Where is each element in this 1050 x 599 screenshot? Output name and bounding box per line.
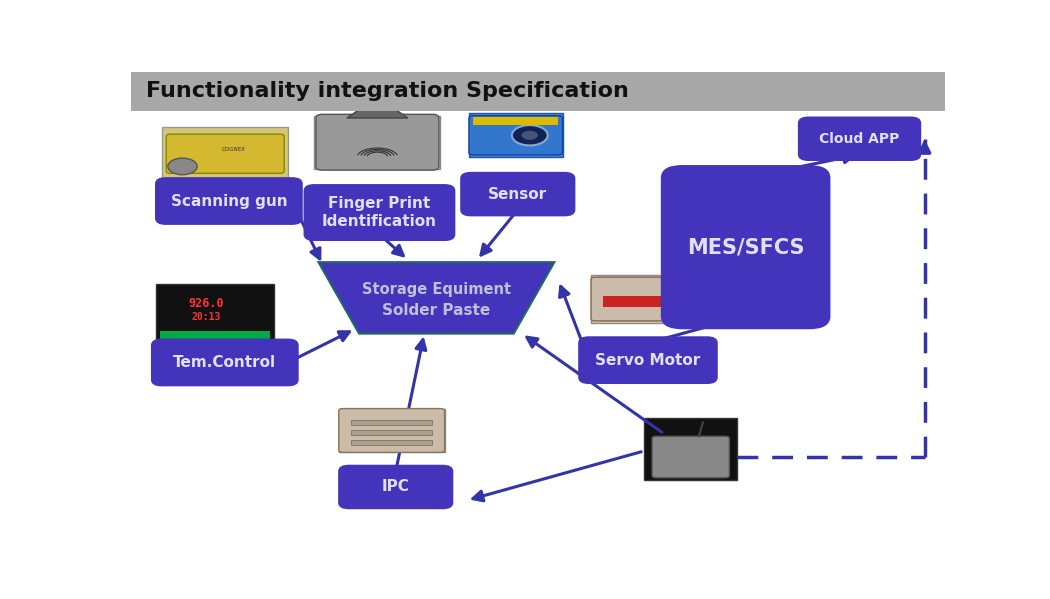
- Text: COGNEX: COGNEX: [222, 147, 246, 152]
- Bar: [314, 116, 441, 169]
- Bar: [472, 117, 559, 125]
- Text: Functionality integration Specification: Functionality integration Specification: [146, 81, 629, 101]
- Text: MES/SFCS: MES/SFCS: [687, 237, 804, 257]
- Bar: [351, 440, 433, 446]
- Text: Finger Print
Identification: Finger Print Identification: [322, 196, 437, 229]
- FancyBboxPatch shape: [591, 277, 701, 321]
- Circle shape: [168, 158, 197, 175]
- Circle shape: [522, 131, 538, 140]
- Text: Scanning gun: Scanning gun: [170, 193, 288, 208]
- Polygon shape: [346, 97, 407, 118]
- Bar: [644, 418, 737, 480]
- FancyBboxPatch shape: [663, 167, 830, 328]
- FancyBboxPatch shape: [166, 134, 285, 173]
- Bar: [155, 284, 274, 341]
- Bar: [131, 72, 945, 111]
- Text: Solder Paste: Solder Paste: [382, 303, 490, 318]
- Bar: [351, 430, 433, 435]
- Text: Cloud APP: Cloud APP: [819, 132, 900, 146]
- Bar: [162, 127, 289, 180]
- FancyBboxPatch shape: [580, 337, 717, 383]
- FancyBboxPatch shape: [152, 340, 297, 385]
- FancyBboxPatch shape: [304, 185, 455, 240]
- Text: Tem.Control: Tem.Control: [173, 355, 276, 370]
- Bar: [351, 420, 433, 425]
- FancyBboxPatch shape: [339, 409, 444, 452]
- Bar: [160, 331, 270, 340]
- FancyBboxPatch shape: [156, 178, 301, 224]
- Circle shape: [512, 125, 548, 146]
- Text: IPC: IPC: [382, 479, 410, 495]
- Bar: [469, 113, 563, 157]
- FancyBboxPatch shape: [469, 116, 563, 155]
- FancyBboxPatch shape: [652, 436, 730, 478]
- FancyBboxPatch shape: [316, 114, 439, 170]
- Bar: [339, 409, 444, 452]
- Text: Storage Equiment: Storage Equiment: [362, 282, 511, 297]
- Text: 926.0: 926.0: [189, 297, 225, 310]
- Polygon shape: [318, 262, 554, 334]
- Bar: [591, 275, 701, 323]
- Text: Servo Motor: Servo Motor: [595, 353, 700, 368]
- Text: Sensor: Sensor: [488, 187, 547, 202]
- Bar: [603, 295, 689, 307]
- FancyBboxPatch shape: [799, 117, 920, 160]
- FancyBboxPatch shape: [339, 466, 453, 508]
- Text: 20:13: 20:13: [192, 311, 222, 322]
- FancyBboxPatch shape: [461, 173, 574, 215]
